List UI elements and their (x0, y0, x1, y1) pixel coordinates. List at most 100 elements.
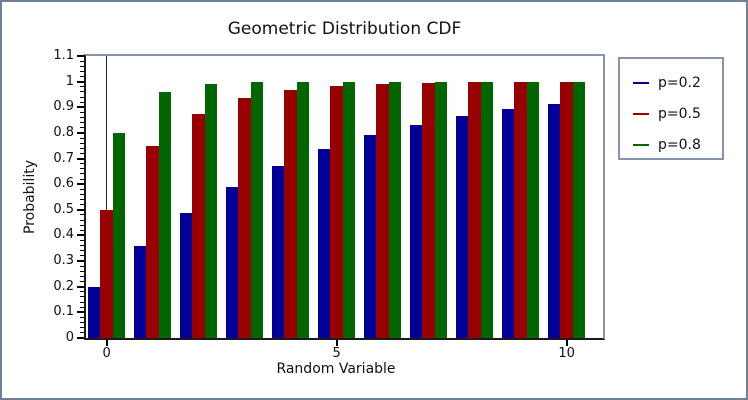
chart-title: Geometric Distribution CDF (227, 19, 462, 39)
y-tick-label: 0 (65, 330, 74, 345)
x-tick (565, 340, 568, 346)
y-minor-tick (80, 265, 84, 267)
bar-p0.5-x9 (514, 81, 527, 338)
y-major-tick (77, 157, 84, 160)
bar-p0.2-x9 (501, 109, 515, 338)
y-tick-label: 0.6 (53, 176, 74, 192)
y-major-tick (77, 260, 84, 263)
y-minor-tick (80, 76, 84, 77)
y-tick-label: 1 (65, 73, 74, 89)
y-minor-tick (80, 117, 84, 119)
y-minor-tick (80, 163, 84, 165)
x-tick-label: 5 (332, 346, 341, 361)
y-minor-tick (80, 199, 84, 201)
y-tick-label: 0.8 (53, 124, 74, 140)
bar-p0.5-x2 (192, 113, 205, 338)
y-major-tick (77, 234, 84, 237)
plot-area (84, 54, 605, 340)
bar-p0.2-x4 (271, 165, 285, 338)
y-major-tick (77, 55, 84, 57)
x-tick (105, 340, 108, 346)
legend-item-label: p=0.8 (658, 136, 701, 153)
x-axis-label: Random Variable (276, 361, 396, 377)
y-minor-tick (80, 214, 84, 216)
y-tick-label: 0.2 (53, 278, 74, 294)
bar-p0.8-x6 (388, 81, 402, 338)
bar-p0.8-x9 (526, 81, 540, 338)
y-minor-tick (80, 240, 84, 242)
y-major-tick (77, 183, 84, 186)
bar-p0.5-x6 (376, 83, 389, 338)
y-minor-tick (80, 60, 84, 62)
y-tick-label: 0.5 (53, 201, 74, 217)
bar-p0.5-x4 (284, 89, 297, 338)
x-tick-label: 10 (558, 346, 575, 361)
y-minor-tick (80, 245, 84, 247)
y-minor-tick (80, 188, 84, 190)
y-minor-tick (80, 275, 84, 277)
bar-p0.2-x6 (363, 135, 377, 338)
bar-p0.2-x0 (87, 286, 101, 338)
bar-p0.5-x3 (238, 97, 251, 338)
y-minor-tick (80, 270, 84, 272)
legend-item: p=0.8 (620, 129, 722, 160)
bar-p0.2-x5 (317, 148, 331, 338)
y-minor-tick (80, 127, 84, 129)
bar-p0.8-x1 (158, 91, 172, 338)
bar-p0.2-x8 (455, 116, 469, 338)
bar-p0.8-x8 (480, 81, 494, 338)
y-minor-tick (80, 193, 84, 195)
bar-p0.2-x10 (547, 103, 561, 338)
bar-p0.8-x4 (296, 81, 310, 338)
y-tick-label: 0.4 (53, 227, 74, 243)
bar-p0.8-x3 (250, 82, 264, 338)
y-minor-tick (80, 316, 84, 318)
y-minor-tick (80, 168, 84, 170)
bar-p0.5-x10 (560, 81, 573, 338)
legend-line-swatch (633, 143, 649, 146)
y-major-tick (77, 208, 84, 211)
x-tick (335, 340, 338, 346)
y-minor-tick (80, 322, 84, 324)
legend: p=0.2 p=0.5 p=0.8 (618, 57, 724, 160)
bar-p0.8-x5 (342, 81, 356, 338)
y-minor-tick (80, 101, 84, 103)
y-minor-tick (80, 204, 84, 206)
legend-item: p=0.5 (620, 98, 722, 129)
legend-line-swatch (633, 112, 649, 115)
y-tick-label: 0.1 (53, 304, 74, 320)
y-minor-tick (80, 173, 84, 175)
bar-p0.5-x8 (468, 82, 481, 338)
y-minor-tick (80, 147, 84, 149)
bar-p0.5-x7 (422, 82, 435, 338)
legend-item-label: p=0.5 (658, 105, 701, 122)
y-minor-tick (80, 301, 84, 303)
bar-p0.5-x0 (100, 209, 113, 338)
y-tick-label: 0.9 (53, 99, 74, 115)
y-minor-tick (80, 86, 84, 88)
bar-p0.2-x3 (225, 186, 239, 338)
y-minor-tick (80, 142, 84, 144)
y-major-tick (77, 131, 84, 134)
y-major-tick (77, 106, 84, 109)
y-minor-tick (80, 178, 84, 180)
y-tick-label: 0.3 (53, 253, 74, 269)
y-minor-tick (80, 296, 84, 298)
y-minor-tick (80, 327, 84, 329)
y-tick-label: 1.1 (53, 48, 74, 63)
bar-p0.5-x1 (146, 145, 159, 338)
bar-p0.2-x1 (133, 245, 147, 338)
y-major-tick (77, 311, 84, 314)
y-minor-tick (80, 281, 84, 283)
x-tick-label: 0 (102, 346, 111, 361)
y-major-tick (77, 285, 84, 288)
y-minor-tick (80, 96, 84, 98)
y-minor-tick (80, 224, 84, 226)
y-minor-tick (80, 137, 84, 139)
y-minor-tick (80, 291, 84, 293)
y-minor-tick (80, 255, 84, 257)
y-minor-tick (80, 229, 84, 231)
bar-p0.2-x7 (409, 124, 423, 338)
y-minor-tick (80, 91, 84, 93)
legend-item: p=0.2 (620, 67, 722, 98)
